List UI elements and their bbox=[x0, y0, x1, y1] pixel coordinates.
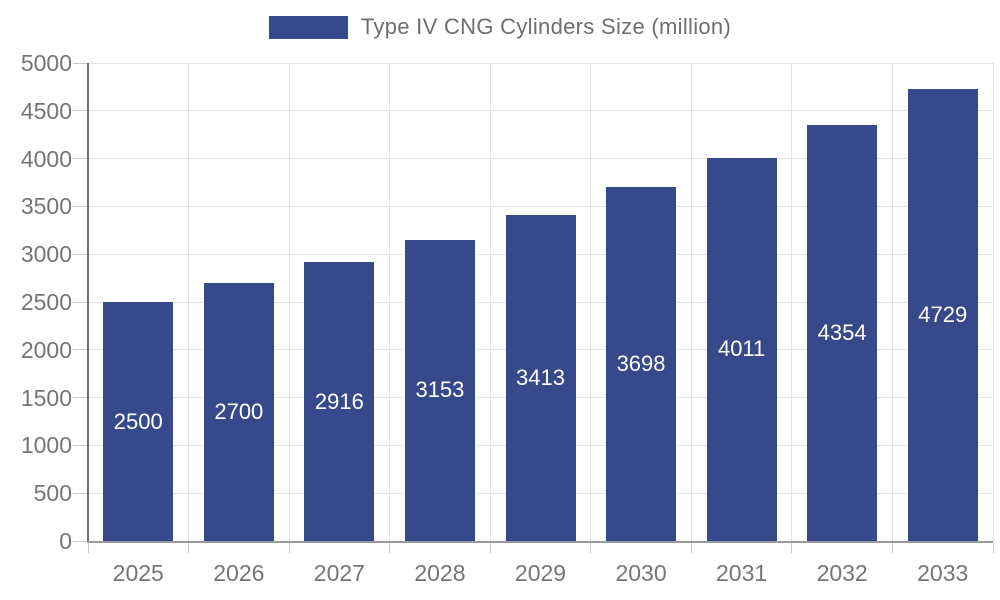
y-axis-tick bbox=[73, 349, 87, 351]
y-axis-tick-label: 0 bbox=[59, 528, 72, 554]
bar[interactable] bbox=[807, 124, 878, 541]
bar[interactable] bbox=[203, 282, 274, 541]
legend-item[interactable]: Type IV CNG Cylinders Size (million) bbox=[268, 14, 732, 40]
y-axis-tick-label: 2000 bbox=[20, 336, 72, 363]
chart-legend: Type IV CNG Cylinders Size (million) bbox=[0, 14, 1000, 40]
x-axis-tick-label: 2028 bbox=[414, 560, 466, 586]
y-axis-tick bbox=[73, 158, 87, 160]
bar[interactable] bbox=[103, 302, 174, 541]
x-axis-tick bbox=[288, 543, 290, 553]
bar-value-label: 2500 bbox=[113, 408, 163, 434]
x-gridline bbox=[389, 63, 391, 541]
x-gridline bbox=[188, 63, 190, 541]
bar-value-label: 3153 bbox=[415, 377, 465, 403]
y-axis-tick bbox=[73, 62, 87, 64]
legend-label: Type IV CNG Cylinders Size (million) bbox=[360, 14, 732, 39]
y-axis-tick bbox=[73, 492, 87, 494]
x-gridline bbox=[690, 63, 692, 541]
x-gridline bbox=[489, 63, 491, 541]
bar[interactable] bbox=[606, 187, 677, 541]
bar-value-label: 4729 bbox=[918, 301, 968, 327]
legend-swatch bbox=[268, 15, 348, 39]
y-axis-tick-label: 1500 bbox=[20, 384, 72, 411]
x-axis-line bbox=[87, 541, 993, 543]
x-axis-tick-label: 2032 bbox=[816, 560, 868, 586]
bar-value-label: 3698 bbox=[616, 351, 666, 377]
x-gridline bbox=[791, 63, 793, 541]
y-axis-tick bbox=[73, 253, 87, 255]
bar[interactable] bbox=[304, 262, 375, 541]
x-axis-tick bbox=[690, 543, 692, 553]
x-axis-tick bbox=[891, 543, 893, 553]
y-axis-tick-label: 2500 bbox=[20, 289, 72, 315]
x-axis-tick-label: 2030 bbox=[615, 560, 667, 586]
y-axis-tick-label: 3500 bbox=[20, 193, 72, 220]
bar[interactable] bbox=[706, 157, 777, 541]
x-axis-tick bbox=[389, 543, 391, 553]
y-axis-tick-label: 5000 bbox=[20, 50, 72, 76]
y-axis-tick-label: 4500 bbox=[20, 97, 72, 124]
y-axis-tick bbox=[73, 301, 87, 303]
y-axis-tick-label: 3000 bbox=[20, 241, 72, 268]
y-gridline bbox=[88, 158, 993, 160]
x-gridline bbox=[288, 63, 290, 541]
x-axis-tick-label: 2027 bbox=[313, 560, 365, 586]
y-axis-tick-label: 1000 bbox=[20, 432, 72, 459]
x-axis-tick-label: 2029 bbox=[514, 560, 567, 586]
y-gridline bbox=[88, 205, 993, 207]
y-gridline bbox=[88, 62, 993, 64]
x-axis-tick-label: 2031 bbox=[716, 560, 768, 586]
x-axis-tick bbox=[87, 543, 89, 553]
bar-value-label: 2700 bbox=[214, 398, 264, 424]
bar-value-label: 4354 bbox=[817, 319, 867, 345]
y-axis-tick-label: 4000 bbox=[20, 145, 72, 172]
y-gridline bbox=[88, 110, 993, 112]
y-axis-tick bbox=[73, 540, 87, 542]
x-axis-tick bbox=[791, 543, 793, 553]
y-axis-tick bbox=[73, 397, 87, 399]
x-axis-tick-label: 2033 bbox=[917, 560, 969, 586]
x-axis-tick-label: 2026 bbox=[213, 560, 265, 586]
x-axis-tick bbox=[489, 543, 491, 553]
y-axis-tick bbox=[73, 110, 87, 112]
bar-value-label: 4011 bbox=[717, 336, 766, 362]
x-axis-tick bbox=[992, 543, 994, 553]
x-gridline bbox=[891, 63, 893, 541]
y-axis-tick bbox=[73, 205, 87, 207]
x-gridline bbox=[992, 63, 994, 541]
y-axis-tick-label: 500 bbox=[33, 480, 72, 507]
x-axis-tick bbox=[188, 543, 190, 553]
bar-value-label: 2916 bbox=[314, 388, 364, 414]
x-axis-tick-label: 2025 bbox=[112, 560, 164, 586]
y-axis-line bbox=[87, 63, 89, 543]
bar[interactable] bbox=[505, 214, 576, 541]
bar[interactable] bbox=[404, 239, 475, 541]
y-axis-tick bbox=[73, 444, 87, 446]
bar[interactable] bbox=[907, 88, 978, 541]
x-axis-tick bbox=[590, 543, 592, 553]
bar-value-label: 3413 bbox=[516, 364, 565, 390]
x-gridline bbox=[590, 63, 592, 541]
